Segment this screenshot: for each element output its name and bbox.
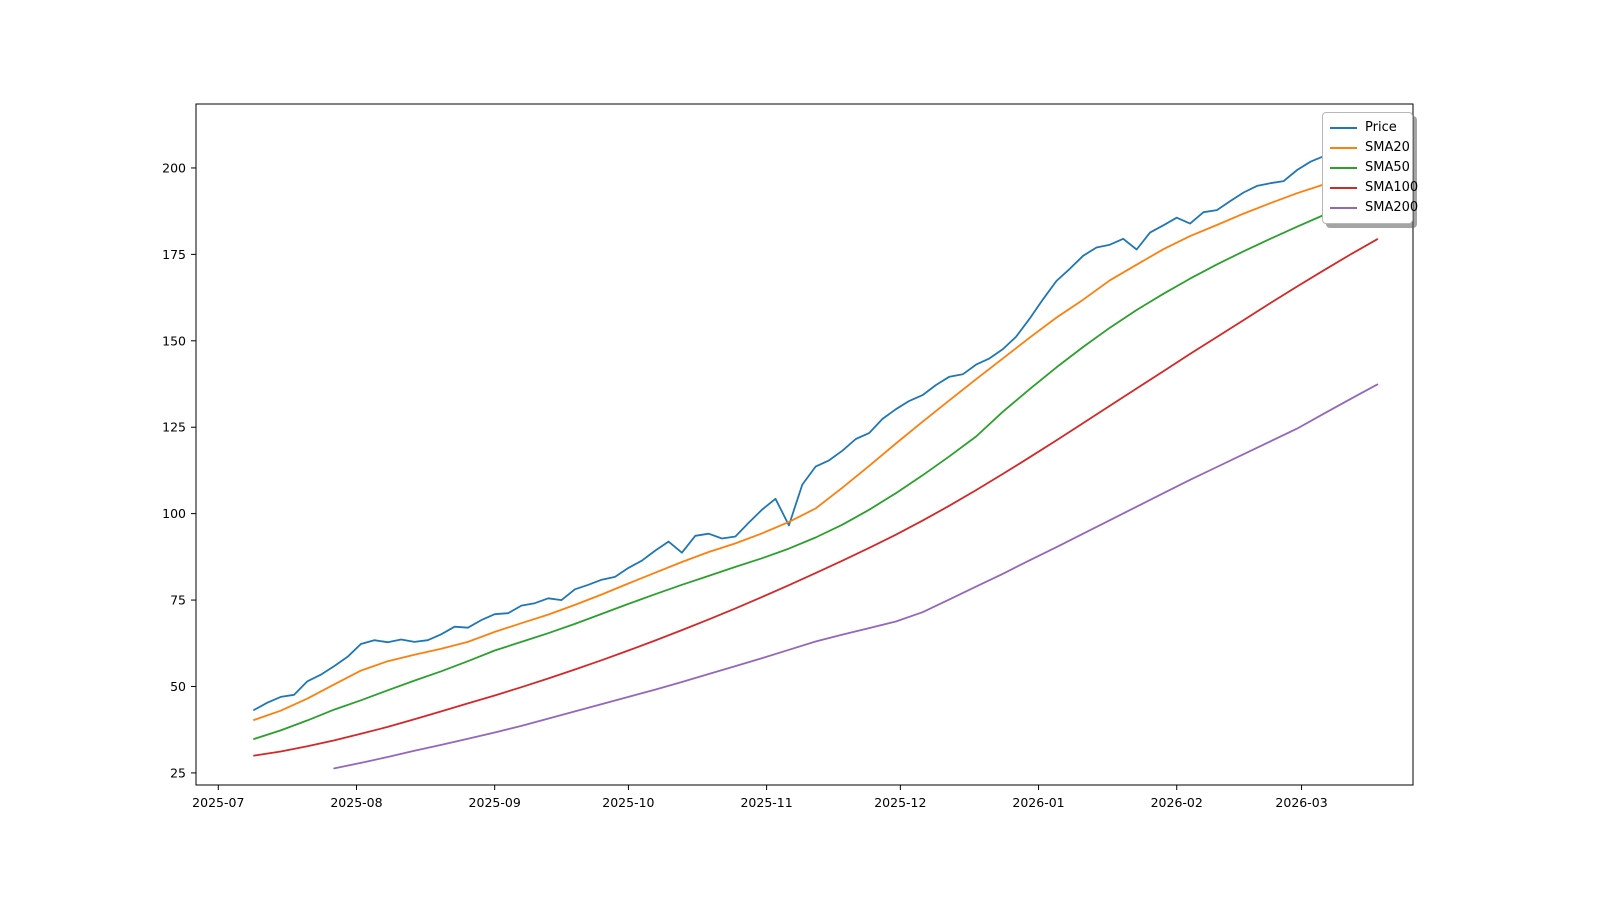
x-tick-label: 2026-01	[1012, 795, 1064, 810]
x-tick-label: 2025-10	[602, 795, 654, 810]
ticks-layer: 2025-07 2025-08 2025-09 2025-10 2025-11 2025-…	[162, 160, 1328, 810]
sma50-line	[253, 192, 1379, 740]
sma200-line-swatch-icon	[1330, 207, 1357, 209]
x-tick-label: 2025-11	[740, 795, 792, 810]
x-tick-label: 2025-08	[330, 795, 382, 810]
y-tick-label: 175	[162, 247, 186, 262]
y-tick-label: 100	[162, 506, 186, 521]
y-tick-label: 25	[170, 765, 186, 780]
x-tick-label: 2026-03	[1275, 795, 1327, 810]
y-tick-label: 150	[162, 333, 186, 348]
x-tick-label: 2025-09	[469, 795, 521, 810]
price-line	[253, 155, 1379, 711]
legend: Price SMA20 SMA50 SMA100 SMA200	[1322, 112, 1418, 224]
legend-label: SMA200	[1365, 200, 1419, 215]
legend-label: SMA50	[1365, 160, 1410, 175]
y-tick-label: 200	[162, 160, 186, 175]
sma50-line-swatch-icon	[1330, 167, 1357, 169]
price-line-swatch-icon	[1330, 127, 1357, 129]
x-tick-label: 2025-12	[874, 795, 926, 810]
legend-entry-sma20: SMA20	[1330, 138, 1410, 158]
y-tick-label: 125	[162, 420, 186, 435]
plot-area-border	[195, 103, 1414, 786]
sma100-line-swatch-icon	[1330, 187, 1357, 189]
sma20-line	[253, 171, 1379, 721]
series-layer	[253, 155, 1379, 770]
y-tick-label: 75	[170, 593, 186, 608]
legend-entry-price: Price	[1330, 118, 1404, 138]
legend-label: SMA20	[1365, 140, 1410, 155]
sma200-line	[333, 383, 1379, 770]
legend-label: Price	[1365, 120, 1397, 135]
legend-entry-sma100: SMA100	[1330, 178, 1418, 198]
legend-entry-sma200: SMA200	[1330, 198, 1418, 218]
sma100-line	[253, 238, 1379, 757]
x-tick-label: 2026-02	[1151, 795, 1203, 810]
legend-label: SMA100	[1365, 180, 1419, 195]
y-tick-label: 50	[170, 679, 186, 694]
x-tick-label: 2025-07	[192, 795, 244, 810]
legend-entry-sma50: SMA50	[1330, 158, 1410, 178]
sma20-line-swatch-icon	[1330, 147, 1357, 149]
